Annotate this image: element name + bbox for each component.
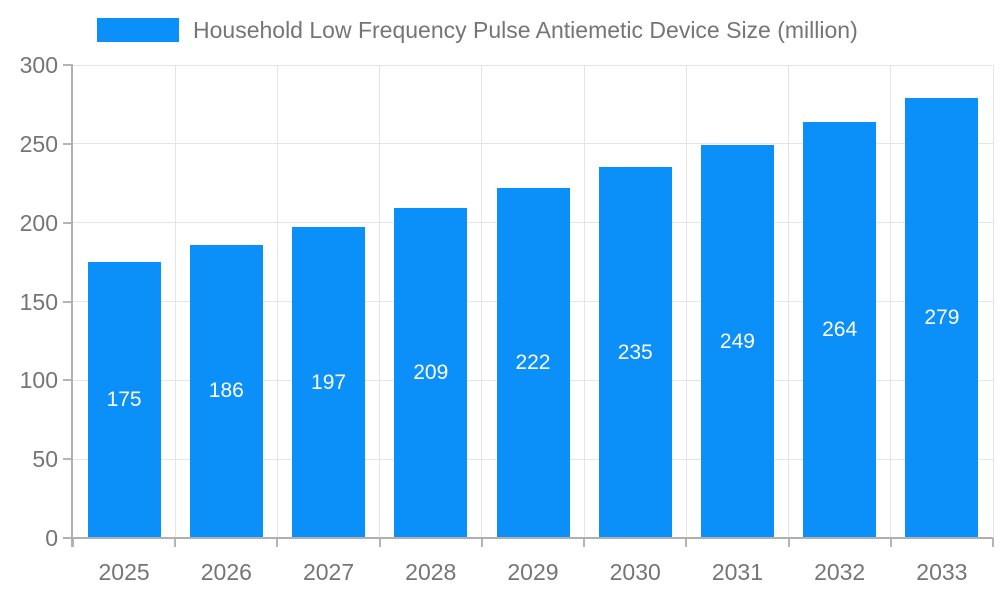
x-gridline — [174, 65, 176, 538]
x-gridline — [379, 65, 381, 538]
x-gridline — [788, 65, 790, 538]
x-axis-line — [63, 537, 993, 539]
x-gridline — [583, 65, 585, 538]
y-axis-label: 100 — [19, 367, 58, 394]
x-axis-label: 2031 — [711, 559, 764, 585]
bar[interactable] — [87, 262, 161, 538]
bar[interactable] — [189, 244, 263, 538]
legend-item[interactable]: Household Low Frequency Pulse Antiemetic… — [97, 14, 858, 46]
y-axis-label: 50 — [32, 446, 58, 473]
y-axis-tick — [63, 300, 73, 303]
x-axis-label: 2027 — [302, 559, 355, 585]
x-axis-tick — [276, 538, 279, 547]
bar[interactable] — [292, 227, 366, 538]
bar[interactable] — [394, 208, 468, 538]
y-axis-tick — [63, 221, 73, 224]
bar[interactable] — [496, 187, 570, 538]
x-axis-label: 2030 — [609, 559, 661, 585]
x-axis-label: 2028 — [405, 559, 457, 585]
x-gridline — [992, 65, 994, 538]
x-axis-tick — [378, 538, 381, 547]
legend-swatch-icon — [97, 18, 179, 42]
y-axis-tick — [63, 458, 73, 461]
bar[interactable] — [700, 145, 774, 538]
x-gridline — [685, 65, 687, 538]
y-axis-tick — [63, 64, 73, 66]
y-gridline — [73, 64, 993, 66]
x-axis-tick — [889, 538, 892, 547]
x-axis-tick — [72, 538, 74, 547]
y-axis-label: 250 — [19, 130, 58, 157]
y-axis-label: 300 — [19, 52, 58, 78]
x-axis-label: 2032 — [814, 559, 866, 585]
x-axis-tick — [787, 538, 790, 547]
bar[interactable] — [598, 167, 672, 538]
x-axis-label: 2029 — [507, 559, 559, 585]
y-gridline — [73, 143, 993, 145]
x-axis-tick — [583, 538, 586, 547]
x-axis-label: 2026 — [200, 559, 252, 585]
x-gridline — [481, 65, 483, 538]
x-axis-tick — [685, 538, 688, 547]
x-axis-label: 2033 — [916, 559, 968, 585]
x-axis-label: 2025 — [98, 559, 150, 585]
legend-label: Household Low Frequency Pulse Antiemetic… — [193, 16, 858, 43]
y-axis-label: 150 — [19, 288, 58, 315]
x-gridline — [890, 65, 892, 538]
y-axis-label: 200 — [19, 209, 58, 236]
y-axis-label: 0 — [45, 525, 58, 551]
y-axis-line — [71, 65, 73, 547]
bar[interactable] — [803, 121, 877, 538]
x-axis-tick — [480, 538, 483, 547]
y-axis-tick — [63, 379, 73, 382]
x-axis-tick — [992, 538, 994, 547]
bar[interactable] — [905, 98, 979, 538]
x-gridline — [276, 65, 278, 538]
x-axis-tick — [174, 538, 177, 547]
y-axis-tick — [63, 142, 73, 145]
